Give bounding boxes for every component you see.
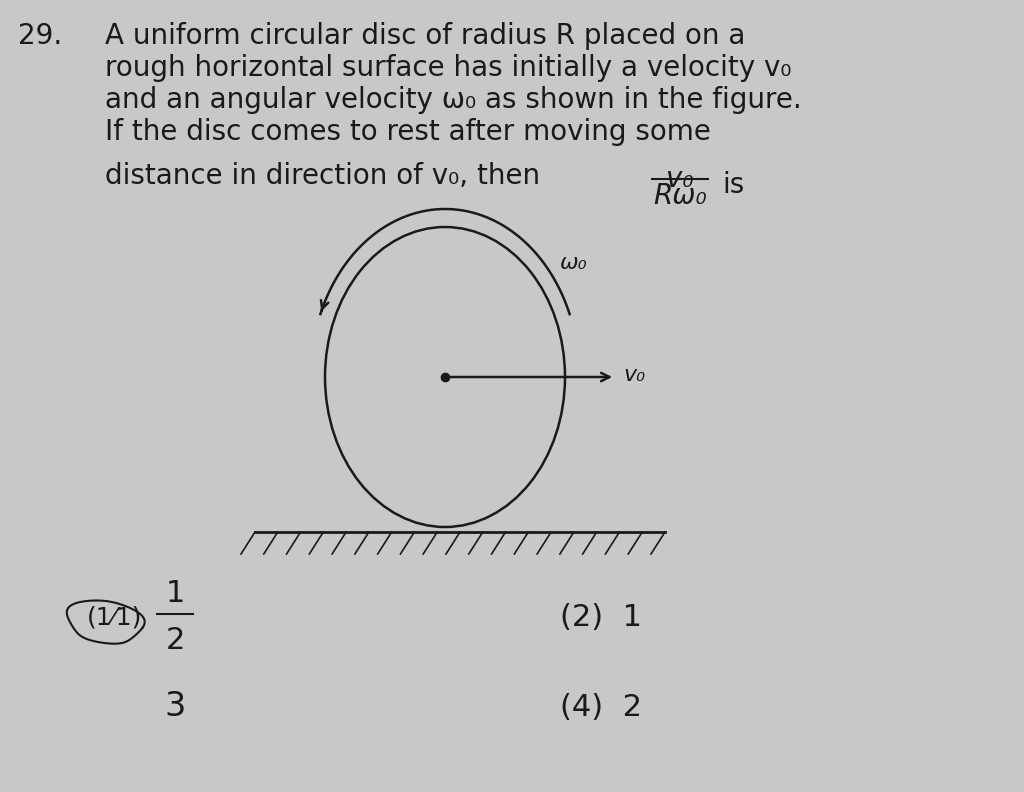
Text: rough horizontal surface has initially a velocity v₀: rough horizontal surface has initially a…	[105, 54, 792, 82]
Text: Rω₀: Rω₀	[653, 182, 707, 210]
Text: A uniform circular disc of radius R placed on a: A uniform circular disc of radius R plac…	[105, 22, 745, 50]
Text: If the disc comes to rest after moving some: If the disc comes to rest after moving s…	[105, 118, 711, 146]
Text: 2: 2	[165, 626, 184, 655]
Text: distance in direction of v₀, then: distance in direction of v₀, then	[105, 162, 540, 190]
Text: (2)  1: (2) 1	[560, 603, 642, 631]
Text: (1⁄1): (1⁄1)	[87, 605, 142, 629]
Text: v₀: v₀	[623, 365, 645, 385]
Text: v₀: v₀	[667, 165, 693, 193]
Text: and an angular velocity ω₀ as shown in the figure.: and an angular velocity ω₀ as shown in t…	[105, 86, 802, 114]
Text: ω₀: ω₀	[560, 253, 588, 272]
Text: is: is	[722, 171, 744, 199]
Text: 3: 3	[165, 691, 185, 724]
Text: 29.: 29.	[18, 22, 62, 50]
Text: 1: 1	[165, 579, 184, 608]
Text: (4)  2: (4) 2	[560, 692, 642, 722]
